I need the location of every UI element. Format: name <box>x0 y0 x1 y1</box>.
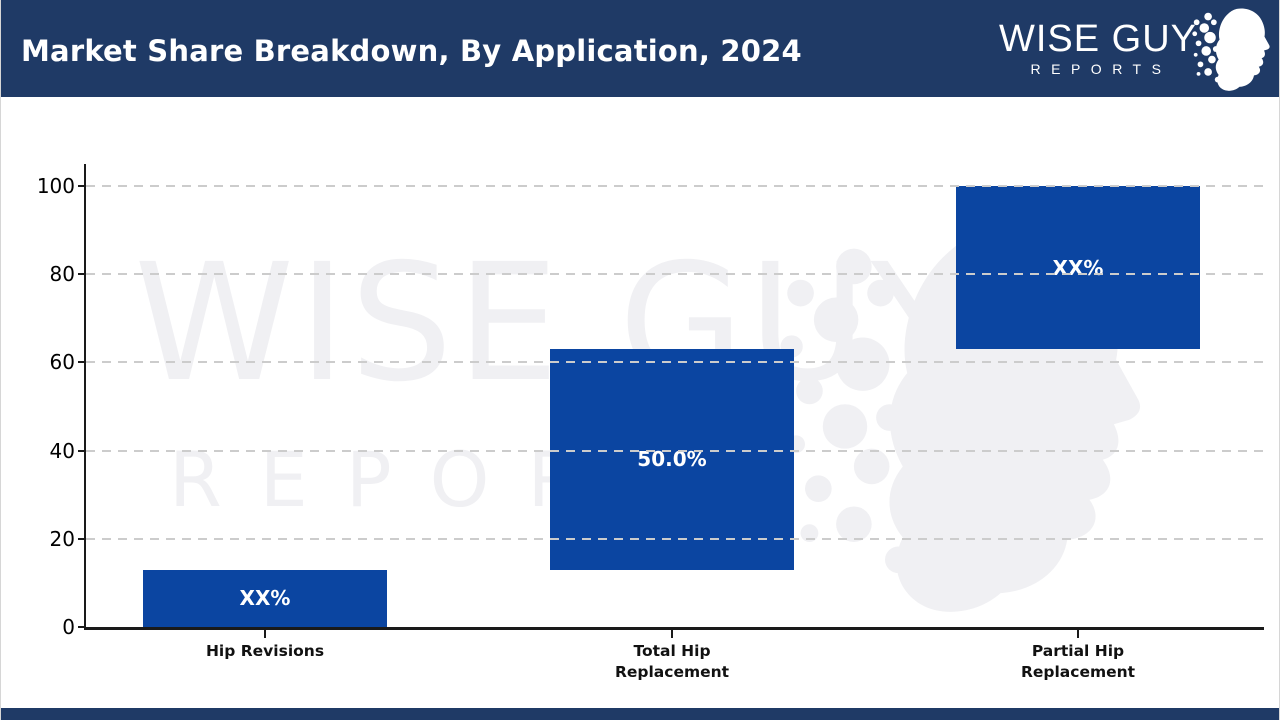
logo-wordmark-sub: REPORTS <box>1030 61 1172 77</box>
y-axis-tick <box>78 273 85 276</box>
y-tick-label: 60 <box>49 350 75 375</box>
page-title: Market Share Breakdown, By Application, … <box>21 34 802 68</box>
x-tick-label: Total Hip Replacement <box>614 642 730 681</box>
logo-wordmark-main: WISE GUY <box>998 18 1197 60</box>
x-axis-tick <box>1077 630 1079 638</box>
x-tick-label: Hip Revisions <box>205 642 325 660</box>
gridline <box>86 361 1264 364</box>
y-axis-tick <box>78 449 85 452</box>
footer-bar <box>1 708 1279 720</box>
logo-wordmark: WISE GUY REPORTS <box>999 20 1197 77</box>
gridline <box>86 185 1264 187</box>
header-bar: Market Share Breakdown, By Application, … <box>1 0 1279 97</box>
y-axis-tick <box>78 185 85 187</box>
x-axis-tick <box>264 630 266 638</box>
bar-value-label: XX% <box>1052 255 1104 280</box>
x-tick-label: Partial Hip Replacement <box>1020 642 1136 681</box>
y-tick-label: 80 <box>49 262 75 287</box>
gridline <box>86 537 1264 540</box>
x-axis-line <box>84 627 1264 630</box>
y-tick-label: 20 <box>49 526 75 551</box>
y-tick-label: 40 <box>49 438 75 463</box>
bar-value-label: XX% <box>239 586 291 611</box>
y-axis-tick <box>78 537 85 540</box>
y-axis-tick <box>78 626 85 628</box>
wiseguy-logo: WISE GUY REPORTS <box>999 4 1275 94</box>
gridline <box>86 449 1264 452</box>
y-tick-label: 100 <box>36 174 75 198</box>
logo-face-icon <box>1192 8 1270 91</box>
y-tick-label: 0 <box>62 615 75 639</box>
bar-segment: XX% <box>956 186 1200 350</box>
gridline <box>86 273 1264 276</box>
bar-segment: 50.0% <box>550 349 794 570</box>
y-axis-line <box>84 163 86 630</box>
bar-segment: XX% <box>143 569 387 627</box>
y-axis-tick <box>78 361 85 364</box>
x-axis-tick <box>671 630 673 638</box>
